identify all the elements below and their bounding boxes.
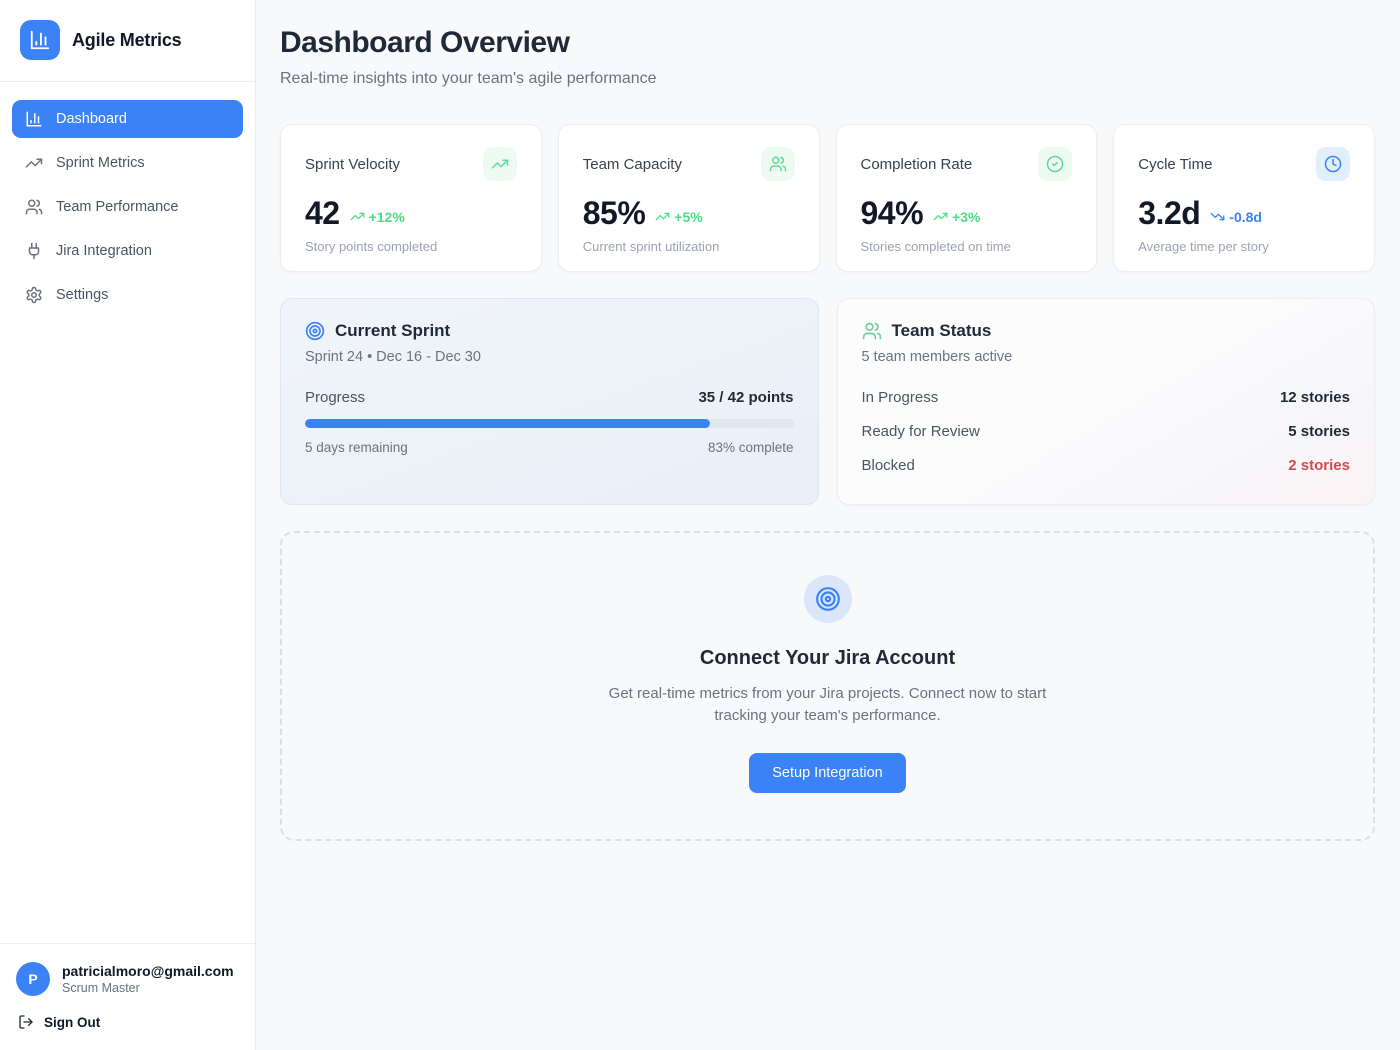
bar-chart-icon: [25, 110, 43, 128]
stat-label: Team Capacity: [582, 155, 682, 173]
user-role: Scrum Master: [62, 981, 140, 995]
target-icon: [305, 321, 325, 341]
stat-change: +3%: [933, 209, 980, 225]
stats-grid: Sprint Velocity 42 +12% Story points com…: [280, 124, 1375, 272]
stat-sublabel: Current sprint utilization: [582, 239, 720, 254]
user-email: patricialmoro@gmail.com: [62, 963, 234, 979]
check-circle-icon: [1038, 147, 1073, 181]
current-sprint-title: Current Sprint: [335, 321, 451, 340]
clock-icon: [1316, 147, 1350, 181]
stat-value: 3.2d: [1138, 195, 1201, 231]
sidebar-item-dashboard[interactable]: Dashboard: [12, 100, 243, 138]
progress-label: Progress: [305, 389, 366, 406]
team-status-card: Team Status 5 team members active In Pro…: [836, 298, 1375, 505]
current-sprint-card: Current Sprint Sprint 24 • Dec 16 - Dec …: [280, 298, 819, 505]
sidebar-nav: Dashboard Sprint Metrics Team Performanc…: [0, 82, 255, 943]
target-icon: [803, 575, 852, 623]
stat-label: Cycle Time: [1138, 155, 1213, 173]
user-meta: patricialmoro@gmail.com Scrum Master: [62, 963, 234, 995]
trending-down-icon: [1210, 212, 1225, 221]
sidebar-item-settings[interactable]: Settings: [12, 276, 243, 314]
jira-connect-section: Connect Your Jira Account Get real-time …: [280, 531, 1375, 841]
stat-card-sprint-velocity: Sprint Velocity 42 +12% Story points com…: [280, 124, 542, 272]
stat-label: Completion Rate: [860, 155, 973, 173]
percent-complete: 83% complete: [707, 440, 794, 455]
mid-grid: Current Sprint Sprint 24 • Dec 16 - Dec …: [280, 298, 1375, 505]
stat-change: +12%: [350, 209, 405, 225]
users-icon: [862, 322, 881, 340]
app-logo-icon: [20, 20, 60, 60]
sidebar-item-team-performance[interactable]: Team Performance: [12, 188, 243, 226]
sidebar-item-jira-integration[interactable]: Jira Integration: [12, 232, 243, 270]
users-icon: [25, 198, 43, 216]
setup-integration-button[interactable]: Setup Integration: [749, 752, 906, 793]
sidebar-item-label: Settings: [56, 287, 109, 303]
stat-label: Sprint Velocity: [305, 155, 401, 173]
log-out-icon: [19, 1015, 33, 1029]
status-row-ready-for-review: Ready for Review 5 stories: [861, 423, 1351, 440]
stat-change: -0.8d: [1210, 209, 1262, 225]
trending-up-icon: [482, 147, 517, 181]
page-subtitle: Real-time insights into your team's agil…: [280, 70, 657, 87]
sidebar-item-sprint-metrics[interactable]: Sprint Metrics: [12, 144, 243, 182]
status-row-blocked: Blocked 2 stories: [861, 457, 1351, 474]
team-status-rows: In Progress 12 stories Ready for Review …: [862, 389, 1351, 474]
trending-up-icon: [25, 154, 43, 172]
user-profile: P patricialmoro@gmail.com Scrum Master: [16, 962, 239, 996]
sprint-progress-fill: [305, 419, 711, 428]
team-status-title: Team Status: [891, 321, 992, 340]
avatar: P: [16, 962, 50, 996]
stat-sublabel: Story points completed: [305, 239, 438, 254]
stat-sublabel: Stories completed on time: [860, 239, 1011, 254]
trending-up-icon: [655, 212, 670, 221]
sign-out-button[interactable]: Sign Out: [16, 1014, 239, 1030]
current-sprint-subtitle: Sprint 24 • Dec 16 - Dec 30: [305, 349, 481, 365]
main-content: Dashboard Overview Real-time insights in…: [256, 0, 1400, 1050]
sidebar-item-label: Jira Integration: [56, 243, 152, 259]
stat-value: 85%: [582, 195, 646, 231]
sidebar-item-label: Dashboard: [56, 111, 127, 127]
gear-icon: [25, 286, 43, 304]
status-row-in-progress: In Progress 12 stories: [861, 389, 1351, 406]
sidebar-item-label: Team Performance: [56, 199, 179, 215]
team-status-subtitle: 5 team members active: [861, 349, 1013, 365]
page-title: Dashboard Overview: [280, 26, 570, 59]
sidebar: Agile Metrics Dashboard Sprint Metrics T…: [0, 0, 256, 1050]
users-icon: [760, 147, 795, 181]
days-remaining: 5 days remaining: [305, 440, 408, 455]
brand: Agile Metrics: [0, 0, 255, 82]
stat-sublabel: Average time per story: [1138, 239, 1269, 254]
app-title: Agile Metrics: [72, 29, 182, 50]
trending-up-icon: [933, 212, 948, 221]
stat-card-team-capacity: Team Capacity 85% +5% Current sprint uti…: [557, 124, 820, 272]
sidebar-footer: P patricialmoro@gmail.com Scrum Master S…: [0, 943, 255, 1050]
plug-icon: [25, 242, 43, 260]
stat-card-completion-rate: Completion Rate 94% +3% Stories complete…: [835, 124, 1098, 272]
stat-value: 94%: [860, 195, 924, 231]
sprint-progress-bar: [305, 419, 794, 428]
stat-change: +5%: [655, 209, 703, 225]
jira-cta-description: Get real-time metrics from your Jira pro…: [608, 685, 1047, 724]
sidebar-item-label: Sprint Metrics: [56, 155, 145, 171]
progress-points: 35 / 42 points: [698, 389, 794, 406]
stat-card-cycle-time: Cycle Time 3.2d -0.8d Average time per s…: [1113, 124, 1375, 272]
stat-value: 42: [305, 195, 340, 231]
trending-up-icon: [350, 212, 364, 221]
jira-cta-title: Connect Your Jira Account: [699, 647, 956, 669]
sign-out-label: Sign Out: [44, 1014, 101, 1030]
